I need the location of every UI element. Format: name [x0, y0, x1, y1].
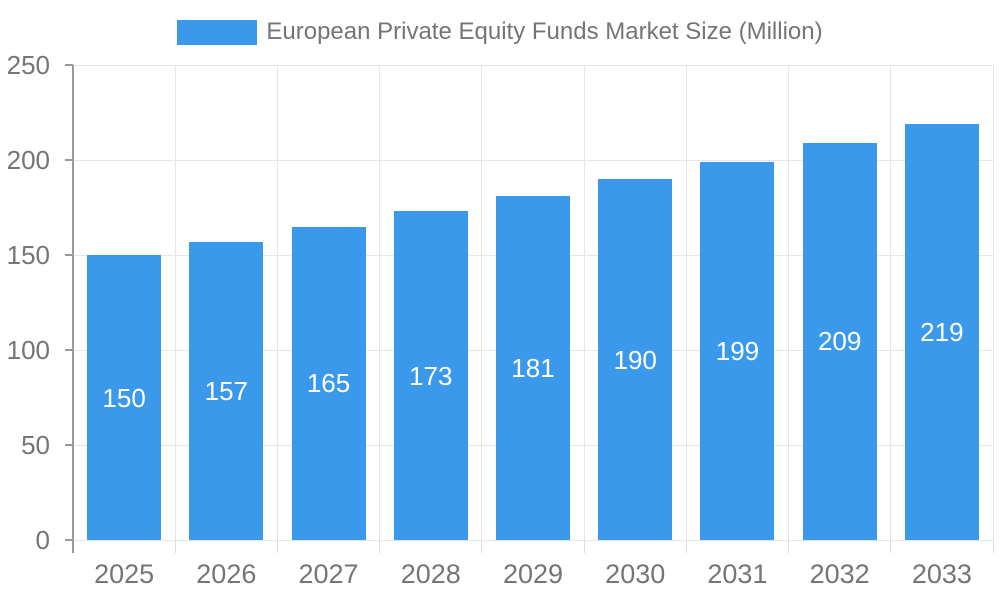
bar[interactable] [189, 241, 264, 540]
legend-item[interactable]: European Private Equity Funds Market Siz… [0, 17, 1000, 47]
x-axis-tick [276, 540, 278, 553]
y-axis-label: 0 [35, 525, 50, 555]
v-gridline [174, 65, 176, 540]
x-axis-tick [379, 540, 381, 553]
bar-value-label: 165 [306, 368, 351, 399]
x-axis-tick [685, 540, 687, 553]
v-gridline [992, 65, 994, 540]
bar-value-label: 173 [409, 360, 453, 391]
bar-value-label: 181 [511, 353, 555, 384]
x-axis-label: 2026 [196, 559, 257, 589]
x-axis-tick [174, 540, 176, 553]
bar[interactable] [700, 161, 775, 540]
x-axis-label: 2033 [911, 559, 972, 589]
x-axis-tick [890, 540, 892, 553]
h-gridline [73, 159, 993, 161]
y-axis-line [72, 65, 74, 553]
bar-value-label: 209 [817, 326, 862, 357]
x-axis-tick [788, 540, 790, 553]
v-gridline [379, 65, 381, 540]
bar-value-label: 219 [920, 316, 964, 347]
bar[interactable] [87, 255, 162, 540]
x-axis-label: 2032 [809, 559, 870, 589]
v-gridline [788, 65, 790, 540]
v-gridline [583, 65, 585, 540]
bar[interactable] [291, 226, 366, 540]
x-axis-label: 2031 [707, 559, 768, 589]
y-axis-label: 100 [6, 335, 50, 365]
bar[interactable] [904, 123, 979, 540]
y-axis-label: 150 [6, 240, 50, 270]
bar-value-label: 150 [102, 382, 146, 413]
y-axis-tick [65, 539, 73, 541]
bar-value-label: 157 [204, 375, 249, 406]
legend-swatch [177, 19, 258, 45]
y-axis-label: 50 [21, 430, 50, 460]
x-axis-label: 2030 [605, 559, 666, 589]
x-axis-label: 2027 [298, 559, 359, 589]
x-axis-label: 2025 [94, 559, 155, 589]
h-gridline [73, 64, 993, 66]
y-axis-tick [65, 349, 73, 351]
h-gridline [73, 539, 993, 541]
y-axis-label: 250 [6, 50, 50, 80]
bar-value-label: 190 [613, 344, 657, 375]
y-axis-tick [65, 254, 73, 256]
bar[interactable] [496, 196, 570, 540]
v-gridline [481, 65, 483, 540]
y-axis-tick [65, 64, 73, 66]
y-axis-tick [65, 444, 73, 446]
x-axis-label: 2029 [502, 559, 564, 589]
x-axis-tick [583, 540, 585, 553]
v-gridline [890, 65, 892, 540]
y-axis-label: 200 [6, 145, 50, 175]
bar[interactable] [802, 142, 877, 540]
x-axis-tick [481, 540, 483, 553]
x-axis-tick [992, 540, 994, 553]
v-gridline [685, 65, 687, 540]
y-axis-tick [65, 159, 73, 161]
bar[interactable] [598, 179, 673, 540]
x-axis-label: 2028 [400, 559, 461, 589]
bar-value-label: 199 [715, 335, 760, 366]
v-gridline [276, 65, 278, 540]
legend-label: European Private Equity Funds Market Siz… [266, 18, 823, 45]
bar[interactable] [393, 211, 468, 540]
